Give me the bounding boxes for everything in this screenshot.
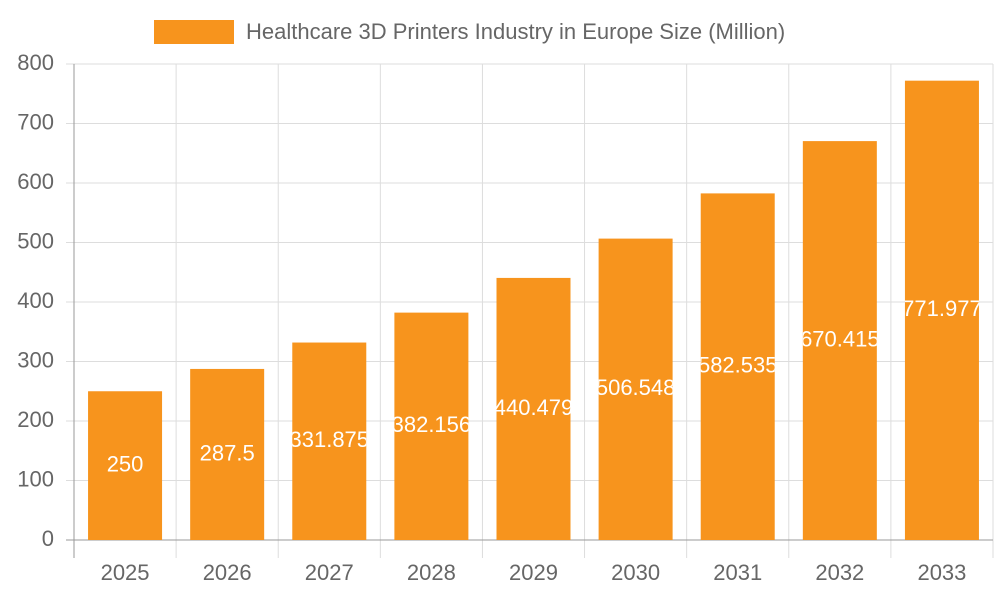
- bar: [88, 391, 163, 540]
- y-tick-label: 0: [42, 526, 54, 551]
- bar: [598, 238, 673, 540]
- bar: [292, 342, 367, 540]
- data-label: 382.156: [392, 412, 472, 437]
- data-label: 287.5: [200, 440, 255, 465]
- bar: [802, 141, 877, 540]
- y-tick-label: 500: [17, 228, 54, 253]
- data-label: 582.535: [698, 353, 778, 378]
- y-tick-label: 100: [17, 466, 54, 491]
- data-label: 331.875: [290, 427, 370, 452]
- data-label: 670.415: [800, 326, 880, 351]
- x-tick-label: 2030: [611, 560, 660, 585]
- y-tick-label: 800: [17, 50, 54, 75]
- x-tick-label: 2026: [203, 560, 252, 585]
- x-tick-label: 2027: [305, 560, 354, 585]
- x-tick-label: 2028: [407, 560, 456, 585]
- data-label: 250: [107, 451, 144, 476]
- bar: [394, 312, 469, 540]
- y-tick-label: 300: [17, 347, 54, 372]
- y-tick-label: 400: [17, 288, 54, 313]
- bar: [190, 368, 265, 540]
- bar: [904, 80, 979, 541]
- data-label: 440.479: [494, 395, 574, 420]
- x-tick-label: 2031: [713, 560, 762, 585]
- legend-swatch: [154, 20, 234, 44]
- bar: [700, 193, 775, 541]
- y-tick-label: 200: [17, 407, 54, 432]
- y-tick-label: 700: [17, 109, 54, 134]
- data-label: 771.977: [902, 296, 982, 321]
- x-tick-label: 2032: [815, 560, 864, 585]
- x-tick-label: 2029: [509, 560, 558, 585]
- x-tick-label: 2025: [101, 560, 150, 585]
- y-tick-label: 600: [17, 169, 54, 194]
- legend-label: Healthcare 3D Printers Industry in Europ…: [246, 19, 785, 44]
- x-tick-label: 2033: [917, 560, 966, 585]
- bar: [496, 277, 571, 540]
- data-label: 506.548: [596, 375, 676, 400]
